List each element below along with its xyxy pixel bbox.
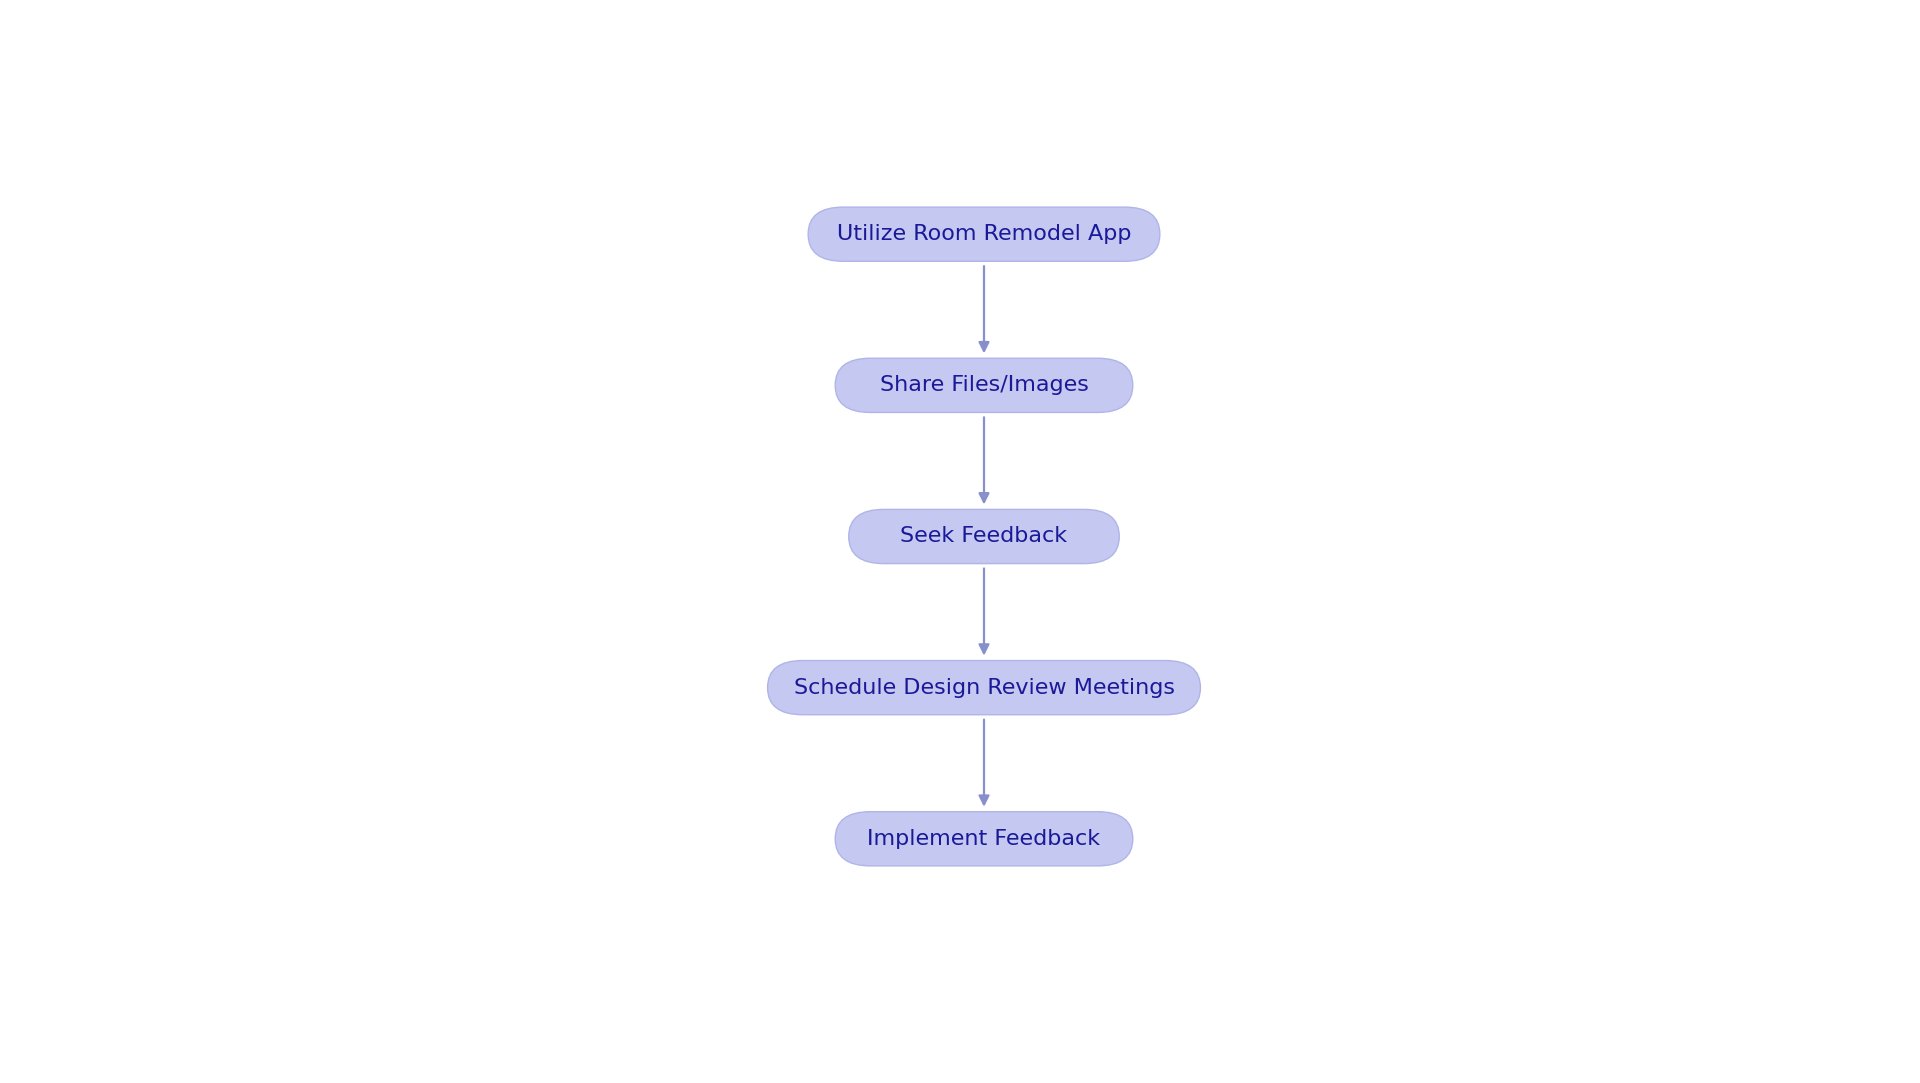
Text: Schedule Design Review Meetings: Schedule Design Review Meetings (793, 678, 1175, 697)
FancyBboxPatch shape (849, 509, 1119, 563)
FancyBboxPatch shape (835, 358, 1133, 413)
FancyBboxPatch shape (835, 811, 1133, 866)
Text: Share Files/Images: Share Files/Images (879, 376, 1089, 395)
FancyBboxPatch shape (808, 207, 1160, 261)
Text: Implement Feedback: Implement Feedback (868, 828, 1100, 849)
Text: Seek Feedback: Seek Feedback (900, 526, 1068, 547)
Text: Utilize Room Remodel App: Utilize Room Remodel App (837, 224, 1131, 244)
FancyBboxPatch shape (768, 661, 1200, 715)
